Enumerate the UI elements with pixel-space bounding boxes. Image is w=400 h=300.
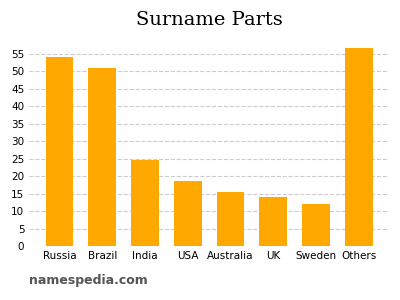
- Bar: [88, 68, 116, 246]
- Bar: [46, 57, 73, 246]
- Bar: [216, 192, 244, 246]
- Bar: [259, 197, 287, 246]
- Title: Surname Parts: Surname Parts: [136, 11, 282, 29]
- Bar: [345, 49, 372, 246]
- Bar: [302, 204, 330, 246]
- Text: namespedia.com: namespedia.com: [29, 274, 148, 287]
- Bar: [131, 160, 159, 246]
- Bar: [174, 181, 202, 246]
